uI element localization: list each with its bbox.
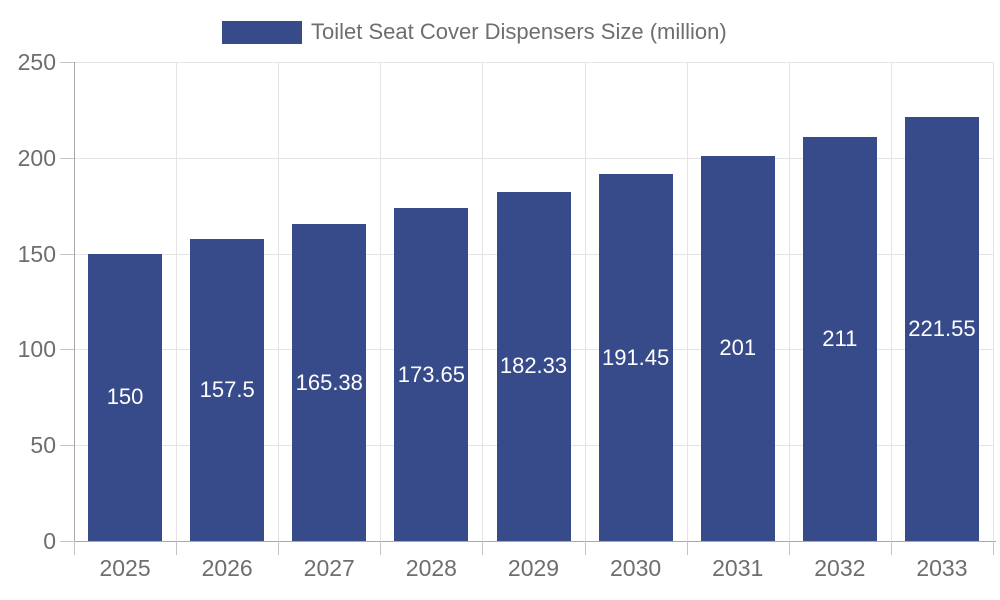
y-axis-tick-label: 100 [17, 336, 56, 363]
gridline-vertical [380, 62, 382, 541]
y-axis-tick [60, 157, 74, 159]
gridline-vertical [482, 62, 484, 541]
y-axis-line [74, 62, 75, 541]
gridline-vertical [788, 62, 790, 541]
x-axis-tick-label: 2025 [99, 555, 151, 581]
x-axis-tick [584, 541, 586, 555]
y-axis-tick [60, 541, 74, 542]
x-axis-tick [380, 541, 382, 555]
bar: 157.5 [190, 239, 265, 541]
bar-value-label: 221.55 [908, 315, 976, 341]
x-axis-tick [74, 541, 75, 555]
bar: 182.33 [496, 191, 571, 541]
x-axis-tick-label: 2026 [201, 555, 253, 581]
x-axis-tick-label: 2032 [814, 555, 866, 581]
bar-value-label: 165.38 [295, 369, 363, 395]
gridline-vertical [890, 62, 892, 541]
y-axis-tick [60, 349, 74, 351]
gridline-vertical [584, 62, 586, 541]
x-axis-tick [278, 541, 280, 555]
y-axis-tick-label: 50 [30, 432, 56, 459]
y-axis-tick [60, 253, 74, 255]
x-axis-tick-label: 2029 [507, 555, 560, 581]
x-axis-tick [482, 541, 484, 555]
bar: 150 [88, 253, 163, 541]
y-axis-tick-label: 250 [17, 49, 56, 75]
chart-legend[interactable]: Toilet Seat Cover Dispensers Size (milli… [222, 19, 727, 45]
bar: 173.65 [394, 208, 469, 541]
x-axis-tick [788, 541, 790, 555]
gridline-horizontal [74, 62, 993, 63]
bar: 201 [700, 155, 775, 541]
y-axis-tick-label: 200 [17, 144, 56, 171]
bar-value-label: 150 [106, 384, 144, 410]
gridline-vertical [686, 62, 688, 541]
bar: 191.45 [598, 174, 673, 541]
bar: 221.55 [904, 116, 979, 541]
bar-value-label: 157.5 [199, 377, 255, 403]
bar-value-label: 191.45 [601, 344, 670, 370]
bar-value-label: 182.33 [499, 353, 568, 379]
x-axis-tick-label: 2031 [712, 555, 764, 581]
y-axis-tick-label: 150 [17, 240, 56, 267]
bar: 211 [802, 136, 877, 541]
x-axis-tick-label: 2033 [916, 555, 968, 581]
x-axis-tick-label: 2030 [610, 555, 662, 581]
legend-swatch [222, 20, 302, 44]
y-axis-tick [60, 62, 74, 63]
gridline-vertical [278, 62, 280, 541]
gridline-horizontal [74, 157, 993, 159]
x-axis-tick-label: 2028 [405, 555, 457, 581]
plot-area: 150 157.5 165.38 173.65 182.33 191.45 201 211 22… [74, 62, 994, 541]
x-axis-tick [176, 541, 178, 555]
x-axis-tick [993, 541, 994, 555]
gridline-vertical [993, 62, 994, 541]
bar-value-label: 201 [719, 335, 757, 361]
x-axis-tick [890, 541, 892, 555]
bar-value-label: 173.65 [397, 361, 466, 387]
gridline-vertical [176, 62, 178, 541]
x-axis-tick [686, 541, 688, 555]
y-axis-tick-label: 0 [43, 528, 56, 554]
x-axis-line [74, 541, 996, 542]
legend-label: Toilet Seat Cover Dispensers Size (milli… [311, 19, 727, 44]
x-axis-tick-label: 2027 [303, 555, 355, 581]
y-axis-tick [60, 445, 74, 447]
bar: 165.38 [292, 224, 367, 541]
bar-value-label: 211 [822, 325, 858, 351]
